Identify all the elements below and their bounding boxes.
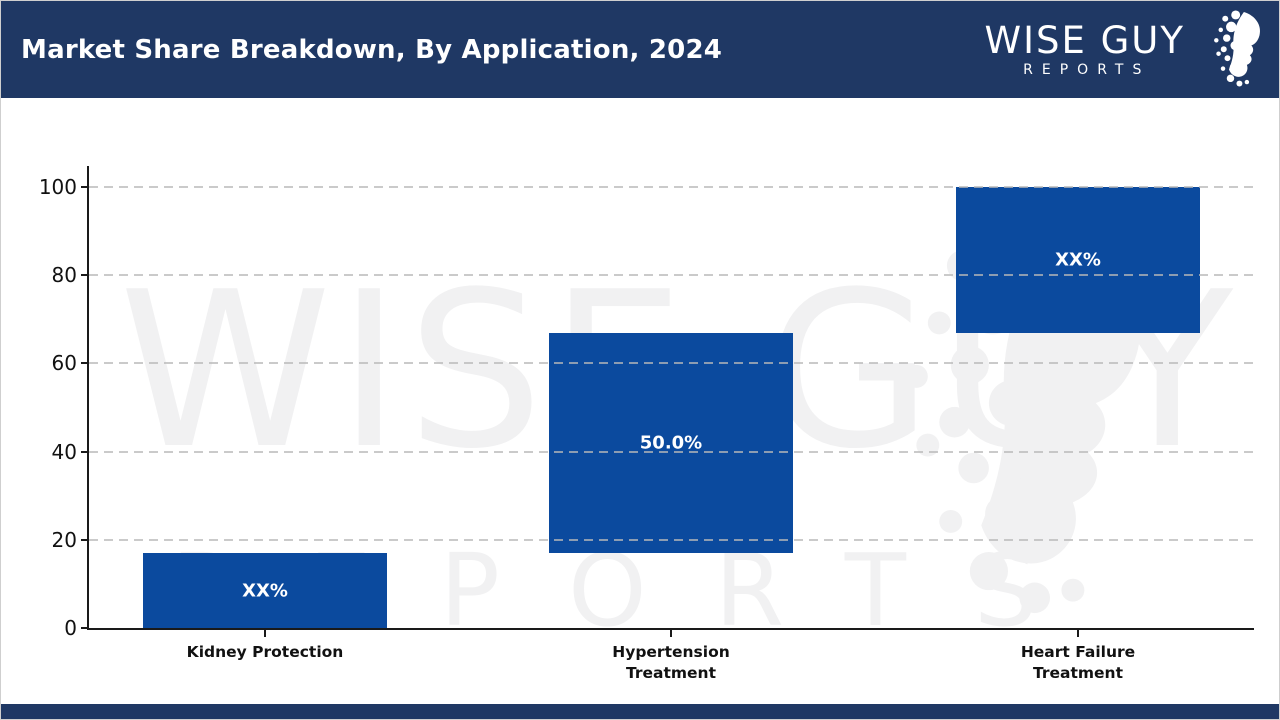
y-tick-mark	[81, 450, 87, 453]
wise-guy-reports-logo: WISE GUY REPORTS	[985, 9, 1279, 91]
x-axis-line	[87, 628, 1254, 630]
gridline-60	[89, 362, 1254, 365]
gridline-80	[89, 274, 1254, 277]
y-tick-label: 20	[51, 527, 77, 552]
logo-brand-sub: REPORTS	[1023, 61, 1151, 78]
gridline-100	[89, 186, 1254, 188]
y-axis-line	[87, 166, 89, 630]
x-tick-label: Kidney Protection	[186, 643, 344, 661]
bar-kidney-protection	[143, 553, 387, 628]
dotted-face-icon	[1214, 9, 1261, 87]
logo-text: WISE GUY REPORTS	[985, 22, 1185, 78]
y-tick-mark	[81, 274, 87, 277]
bar-value-label: XX%	[242, 580, 288, 601]
x-tick-mark	[670, 630, 672, 637]
gridline-40	[89, 450, 1254, 453]
gridline-20	[89, 538, 1254, 541]
x-tick-label: Heart Failure Treatment	[1020, 643, 1136, 682]
y-tick-label: 60	[51, 351, 77, 376]
y-tick-label: 80	[51, 263, 77, 288]
footer-band	[1, 704, 1279, 719]
bar-value-label: 50.0%	[639, 432, 703, 454]
x-tick-mark	[1077, 630, 1079, 637]
bar-hypertension-treatment	[549, 332, 793, 554]
y-tick-mark	[81, 627, 87, 629]
y-tick-mark	[81, 362, 87, 365]
y-tick-label: 40	[51, 439, 77, 464]
page-title: Market Share Breakdown, By Application, …	[21, 34, 723, 65]
y-tick-label: 0	[64, 616, 77, 640]
x-tick-label: Hypertension Treatment	[612, 643, 730, 682]
bar-heart-failure-treatment	[956, 187, 1200, 333]
plot-area: 0 20 40 60 80 100 XX% Kidney Protection 50.0% Hyp…	[39, 166, 1254, 682]
y-tick-label: 100	[38, 175, 77, 199]
header-band: Market Share Breakdown, By Application, …	[1, 1, 1279, 98]
x-tick-mark	[264, 630, 266, 637]
bar-value-label: XX%	[1055, 249, 1101, 271]
y-tick-mark	[81, 538, 87, 541]
y-tick-mark	[81, 186, 87, 188]
logo-brand-name: WISE GUY	[984, 18, 1185, 62]
